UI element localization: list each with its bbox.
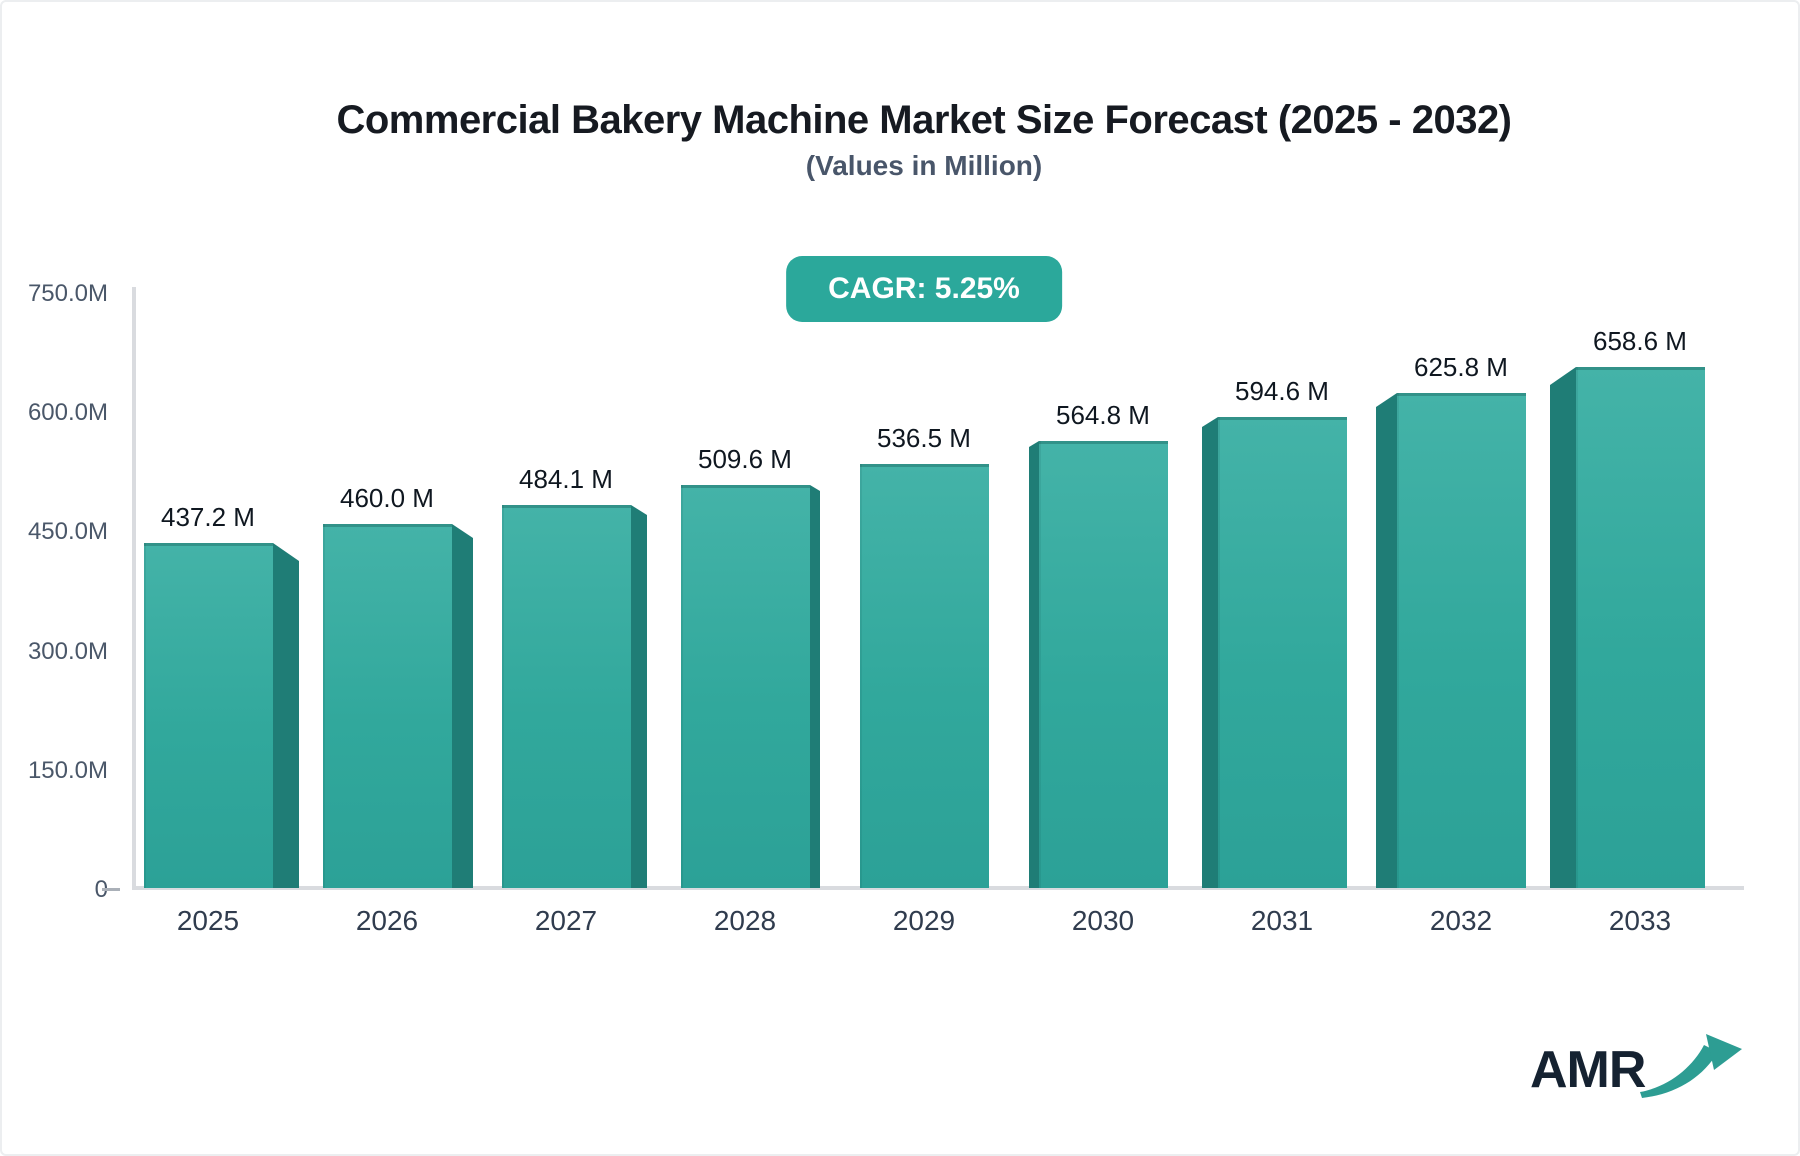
x-axis-year-label: 2032	[1429, 905, 1493, 936]
trend-up-arrow-icon	[1640, 1034, 1742, 1098]
bar-3d-side-face	[452, 524, 473, 888]
bar-value-label: 460.0 M	[340, 483, 434, 513]
bar-2028[interactable]	[681, 485, 810, 888]
y-axis-tick-label: 600.0M	[27, 399, 108, 427]
x-axis-year-label: 2030	[1071, 905, 1135, 936]
brand-logo: AMR	[1530, 1032, 1742, 1112]
bar-3d-side-face	[1202, 417, 1218, 888]
y-axis-tick-label: 750.0M	[27, 280, 108, 307]
bar-2025[interactable]	[144, 543, 273, 888]
bar-3d-side-face	[1029, 441, 1039, 888]
chart-subtitle: (Values in Million)	[805, 150, 1043, 181]
bar-2026[interactable]	[323, 524, 452, 888]
y-axis-tick-label: 150.0M	[27, 756, 108, 784]
x-axis-year-label: 2027	[534, 905, 598, 936]
bar-3d-side-face	[810, 485, 820, 888]
x-axis-baseline	[132, 886, 1744, 890]
brand-logo-text: AMR	[1530, 1041, 1646, 1099]
bar-3d-side-face	[1376, 393, 1397, 888]
bar-3d-side-face	[631, 505, 647, 888]
bar-3d-side-face	[273, 543, 299, 888]
bar-2031[interactable]	[1218, 417, 1347, 888]
bar-value-label: 625.8 M	[1414, 352, 1508, 382]
zero-tick-mark	[102, 888, 120, 891]
y-axis-tick-label: 300.0M	[27, 637, 108, 665]
y-axis-line	[132, 287, 136, 890]
bar-value-label: 564.8 M	[1056, 400, 1150, 430]
bar-3d-side-face	[1550, 367, 1576, 888]
bar-2032[interactable]	[1397, 393, 1526, 888]
x-axis-year-label: 2026	[355, 905, 419, 936]
x-axis-year-label: 2033	[1608, 905, 1672, 936]
bar-value-label: 437.2 M	[161, 502, 255, 532]
x-axis-year-label: 2028	[713, 905, 777, 936]
bar-2033[interactable]	[1576, 367, 1705, 888]
x-axis-year-label: 2029	[892, 905, 956, 936]
bar-value-label: 509.6 M	[698, 444, 792, 474]
bar-value-label: 658.6 M	[1593, 326, 1687, 356]
x-axis-year-label: 2031	[1250, 905, 1314, 936]
bar-2030[interactable]	[1039, 441, 1168, 888]
bar-value-label: 594.6 M	[1235, 376, 1329, 406]
bar-2027[interactable]	[502, 505, 631, 888]
chart-title: Commercial Bakery Machine Market Size Fo…	[336, 98, 1512, 142]
bar-value-label: 536.5 M	[877, 423, 971, 453]
y-axis-tick-label: 450.0M	[27, 518, 108, 546]
bar-value-label: 484.1 M	[519, 464, 613, 494]
bar-2029[interactable]	[860, 464, 989, 888]
y-axis-tick-label: 0	[2, 875, 108, 905]
x-axis-year-label: 2025	[176, 905, 240, 936]
cagr-badge: CAGR: 5.25%	[786, 256, 1062, 322]
